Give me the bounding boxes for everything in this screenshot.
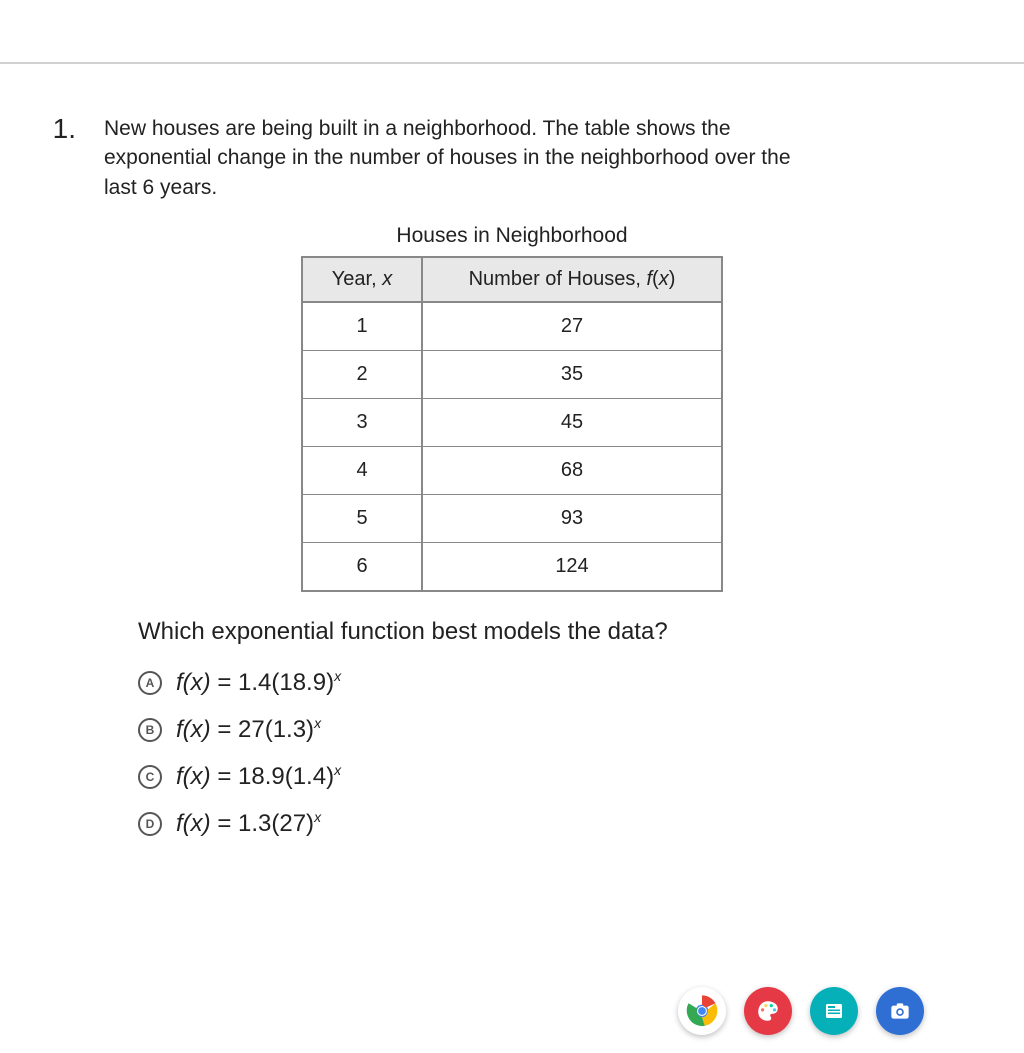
news-icon[interactable] [810,987,858,1035]
cell-houses: 93 [422,495,722,543]
col-header-year: Year, x [302,257,422,302]
choice-letter: D [138,812,162,836]
cell-year: 1 [302,302,422,351]
cell-houses: 45 [422,399,722,447]
camera-icon[interactable] [876,987,924,1035]
cell-year: 3 [302,399,422,447]
choice-expression: f(x) = 1.4(18.9)x [176,668,341,697]
cell-houses: 68 [422,447,722,495]
table-row: 6124 [302,543,722,592]
cell-year: 2 [302,351,422,399]
choice-expression: f(x) = 1.3(27)x [176,809,321,838]
taskbar-icons [678,987,924,1035]
cell-year: 4 [302,447,422,495]
table-wrap: Year, x Number of Houses, f(x) 127235345… [40,256,984,592]
choice-a[interactable]: Af(x) = 1.4(18.9)x [138,668,984,697]
data-table: Year, x Number of Houses, f(x) 127235345… [301,256,723,592]
choice-letter: A [138,671,162,695]
cell-houses: 27 [422,302,722,351]
top-divider [0,62,1024,64]
choice-expression: f(x) = 27(1.3)x [176,715,321,744]
col-header-houses: Number of Houses, f(x) [422,257,722,302]
answer-choices: Af(x) = 1.4(18.9)x Bf(x) = 27(1.3)x Cf(x) … [138,668,984,838]
cell-year: 6 [302,543,422,592]
choice-expression: f(x) = 18.9(1.4)x [176,762,341,791]
table-row: 127 [302,302,722,351]
choice-b[interactable]: Bf(x) = 27(1.3)x [138,715,984,744]
table-row: 593 [302,495,722,543]
table-row: 468 [302,447,722,495]
cell-houses: 35 [422,351,722,399]
question-number: 1. [40,114,76,145]
choice-letter: C [138,765,162,789]
table-row: 345 [302,399,722,447]
question-header: 1. New houses are being built in a neigh… [40,114,984,202]
cell-year: 5 [302,495,422,543]
choice-c[interactable]: Cf(x) = 18.9(1.4)x [138,762,984,791]
chrome-icon[interactable] [678,987,726,1035]
question-block: 1. New houses are being built in a neigh… [0,114,1024,896]
cell-houses: 124 [422,543,722,592]
choice-letter: B [138,718,162,742]
followup-question: Which exponential function best models t… [138,618,984,646]
choice-d[interactable]: Df(x) = 1.3(27)x [138,809,984,838]
table-header-row: Year, x Number of Houses, f(x) [302,257,722,302]
table-title: Houses in Neighborhood [40,224,984,248]
question-prompt: New houses are being built in a neighbor… [104,114,824,202]
table-row: 235 [302,351,722,399]
paint-icon[interactable] [744,987,792,1035]
